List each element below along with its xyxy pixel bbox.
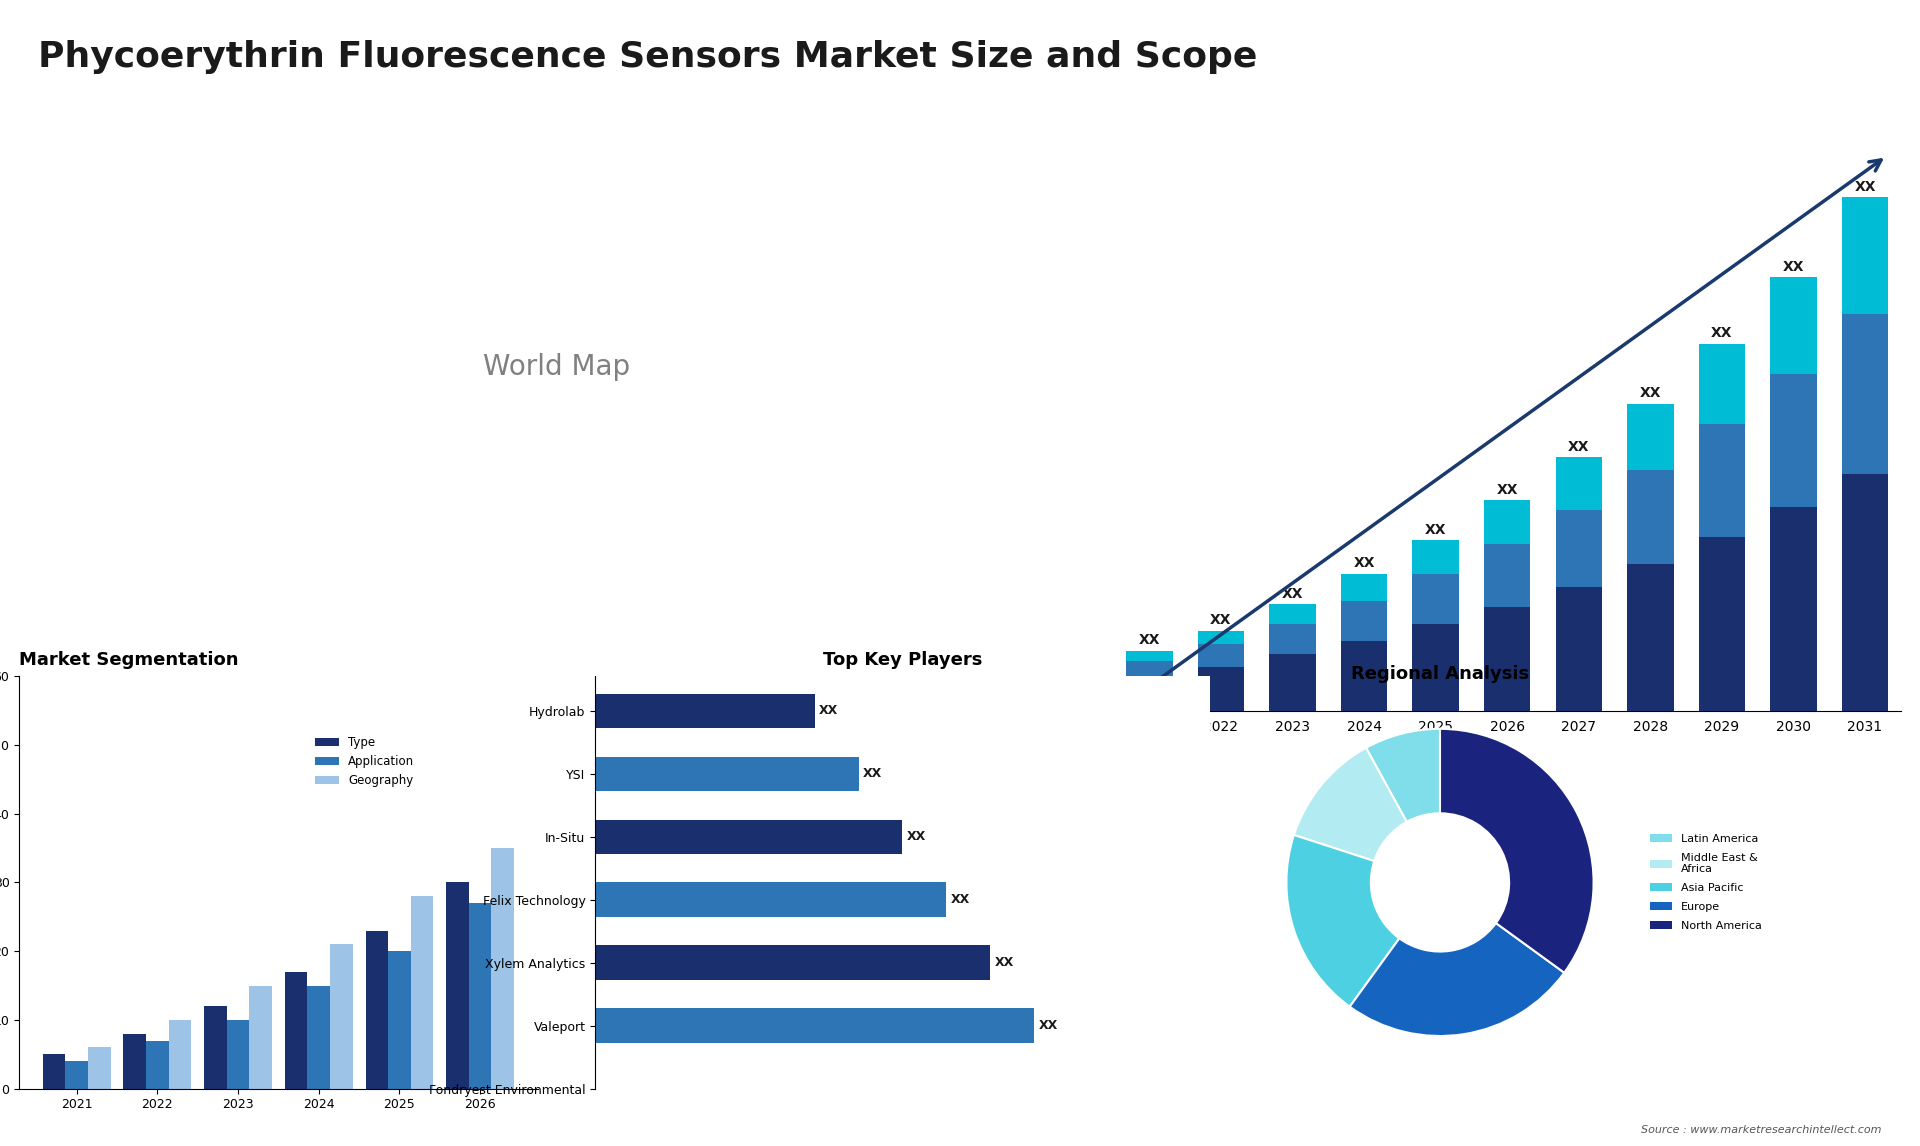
- Bar: [468, 903, 492, 1089]
- Bar: [411, 896, 434, 1089]
- Text: World Map: World Map: [484, 353, 630, 380]
- Wedge shape: [1350, 923, 1565, 1036]
- Bar: [492, 848, 515, 1089]
- Bar: [1555, 510, 1601, 587]
- Bar: [1841, 197, 1887, 314]
- Bar: [1340, 641, 1388, 711]
- Text: XX: XX: [1855, 180, 1876, 194]
- Wedge shape: [1440, 729, 1594, 973]
- Bar: [204, 1006, 227, 1089]
- Bar: [1770, 277, 1816, 374]
- Text: XX: XX: [862, 768, 881, 780]
- Text: XX: XX: [906, 831, 925, 843]
- Bar: [65, 1061, 88, 1089]
- Text: XX: XX: [950, 894, 970, 906]
- Text: XX: XX: [1711, 327, 1732, 340]
- Bar: [1841, 314, 1887, 473]
- Bar: [1555, 457, 1601, 510]
- Legend: Latin America, Middle East &
Africa, Asia Pacific, Europe, North America: Latin America, Middle East & Africa, Asi…: [1645, 830, 1766, 935]
- Bar: [1413, 574, 1459, 623]
- Text: XX: XX: [1496, 484, 1519, 497]
- Bar: [595, 819, 902, 854]
- Bar: [1626, 564, 1674, 711]
- Bar: [365, 931, 388, 1089]
- Bar: [1626, 403, 1674, 471]
- Bar: [1198, 667, 1244, 711]
- Bar: [595, 756, 858, 791]
- Bar: [1340, 574, 1388, 601]
- Bar: [595, 945, 991, 980]
- Wedge shape: [1365, 729, 1440, 822]
- Legend: Type, Application, Geography: Type, Application, Geography: [311, 731, 419, 792]
- Bar: [1269, 654, 1315, 711]
- Bar: [123, 1034, 146, 1089]
- Text: XX: XX: [1139, 634, 1160, 647]
- Text: XX: XX: [820, 705, 839, 717]
- Bar: [595, 693, 814, 728]
- Bar: [1484, 501, 1530, 544]
- Title: Top Key Players: Top Key Players: [822, 651, 983, 669]
- Text: Market Segmentation: Market Segmentation: [19, 651, 238, 669]
- Bar: [1198, 644, 1244, 667]
- Wedge shape: [1294, 748, 1407, 861]
- Bar: [595, 1008, 1035, 1043]
- Bar: [1555, 587, 1601, 711]
- Bar: [307, 986, 330, 1089]
- Bar: [1626, 471, 1674, 564]
- Text: XX: XX: [1283, 587, 1304, 601]
- Bar: [1699, 537, 1745, 711]
- Text: XX: XX: [1425, 524, 1446, 537]
- Bar: [595, 882, 947, 917]
- Bar: [1127, 651, 1173, 660]
- Bar: [88, 1047, 111, 1089]
- Bar: [1484, 607, 1530, 711]
- Bar: [1198, 630, 1244, 644]
- Text: Source : www.marketresearchintellect.com: Source : www.marketresearchintellect.com: [1642, 1124, 1882, 1135]
- Bar: [1269, 604, 1315, 623]
- Bar: [388, 951, 411, 1089]
- Text: XX: XX: [1354, 557, 1375, 571]
- Bar: [1770, 508, 1816, 711]
- Bar: [445, 882, 468, 1089]
- Title: Regional Analysis: Regional Analysis: [1352, 666, 1528, 683]
- Bar: [169, 1020, 192, 1089]
- Bar: [42, 1054, 65, 1089]
- Wedge shape: [1286, 835, 1400, 1006]
- Bar: [1127, 677, 1173, 711]
- Text: Phycoerythrin Fluorescence Sensors Market Size and Scope: Phycoerythrin Fluorescence Sensors Marke…: [38, 40, 1258, 74]
- Bar: [146, 1041, 169, 1089]
- Bar: [1484, 544, 1530, 607]
- Bar: [1770, 374, 1816, 508]
- Text: XX: XX: [1782, 260, 1805, 274]
- Bar: [330, 944, 353, 1089]
- Bar: [1413, 541, 1459, 574]
- Bar: [1127, 660, 1173, 677]
- Bar: [1340, 601, 1388, 641]
- Bar: [1413, 623, 1459, 711]
- Bar: [1699, 424, 1745, 537]
- Circle shape: [1371, 814, 1509, 951]
- Bar: [1269, 623, 1315, 654]
- Bar: [227, 1020, 250, 1089]
- Bar: [250, 986, 273, 1089]
- Bar: [1699, 344, 1745, 424]
- Text: XX: XX: [1640, 386, 1661, 400]
- Text: XX: XX: [1569, 440, 1590, 454]
- Bar: [284, 972, 307, 1089]
- Bar: [1841, 473, 1887, 711]
- Text: XX: XX: [1210, 613, 1233, 627]
- Text: XX: XX: [1039, 1019, 1058, 1033]
- Text: XX: XX: [995, 956, 1014, 970]
